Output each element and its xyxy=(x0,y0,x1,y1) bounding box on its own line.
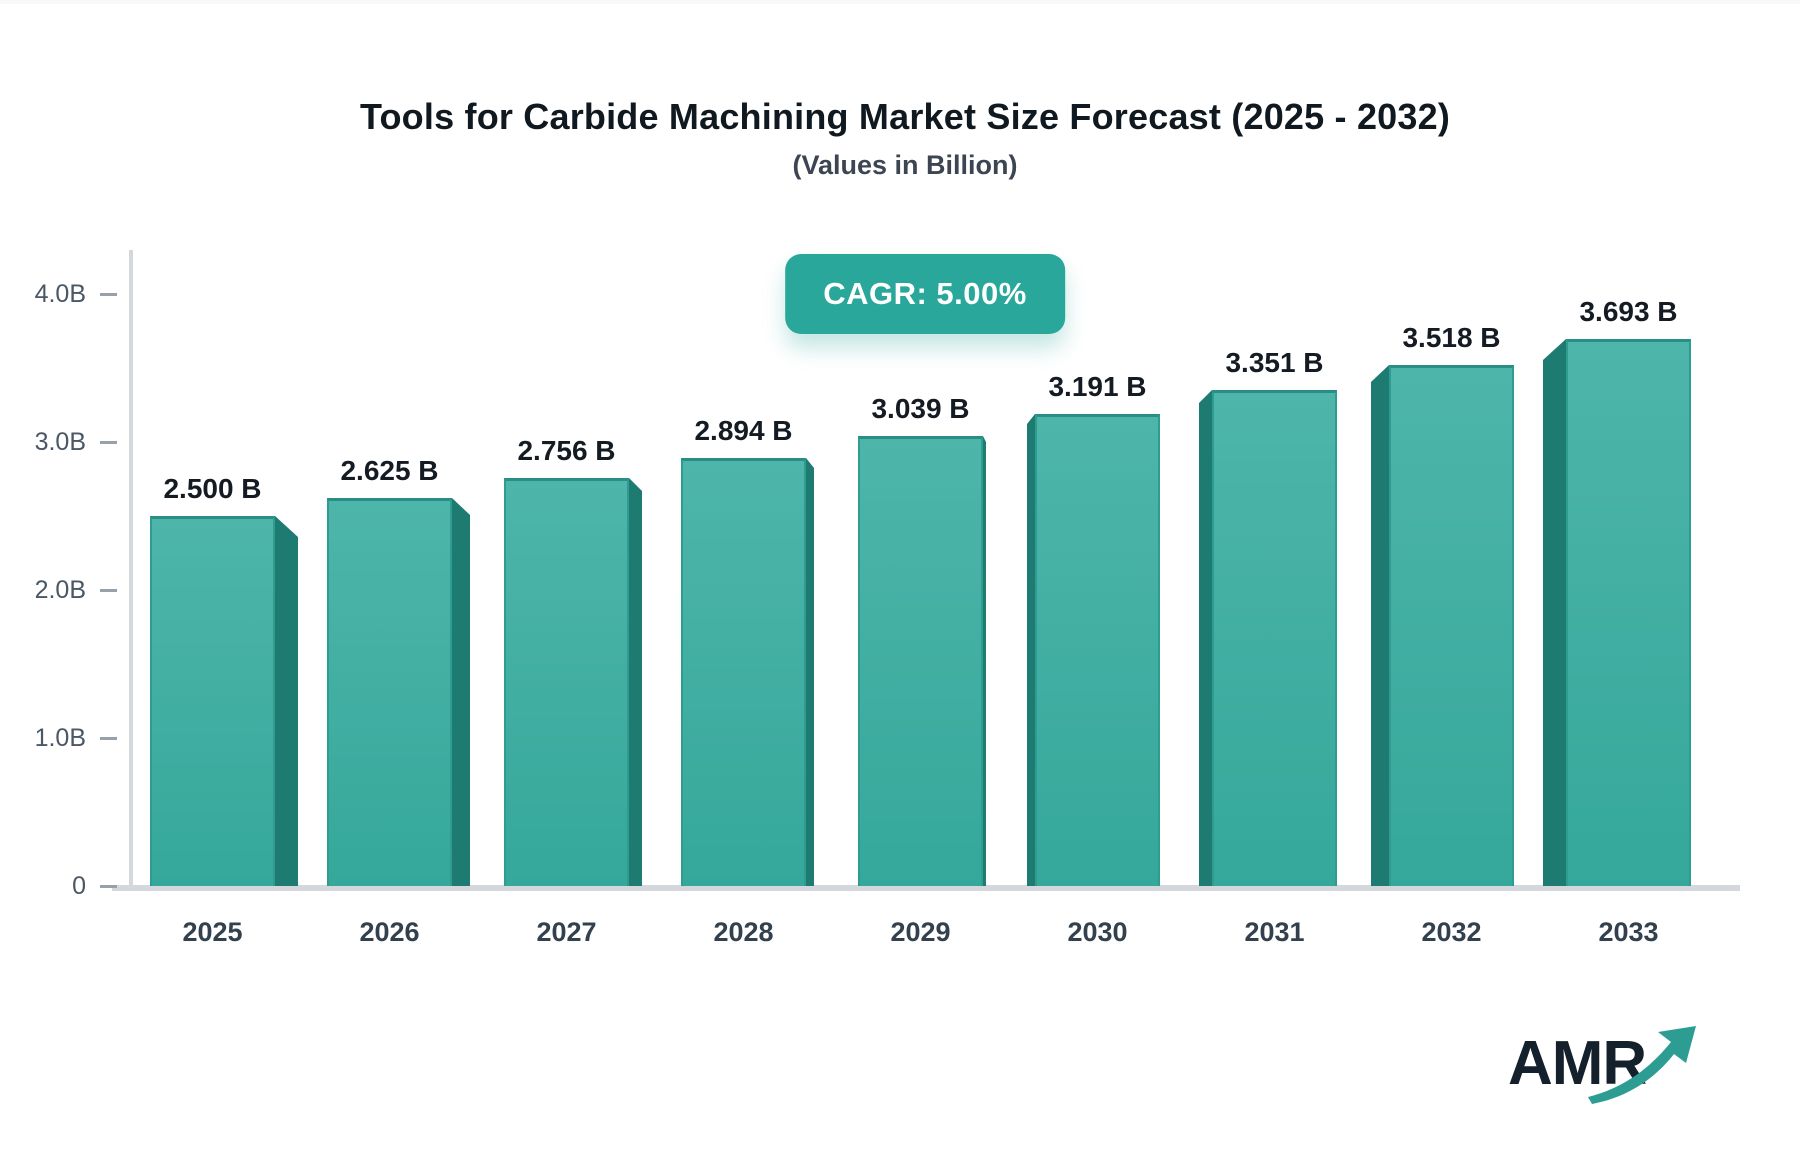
bar-2029 xyxy=(858,436,986,886)
bar-2032 xyxy=(1371,365,1514,886)
bar-value-label-2026: 2.625 B xyxy=(340,455,439,486)
bar-side-2032 xyxy=(1371,365,1389,886)
growth-arrow-icon xyxy=(1588,1026,1696,1104)
y-tick-label-1.0B: 1.0B xyxy=(34,724,86,752)
y-tick-dash xyxy=(100,737,117,740)
y-tick-dash xyxy=(100,589,117,592)
bar-side-2030 xyxy=(1027,414,1035,886)
y-tick-label-2.0B: 2.0B xyxy=(34,576,86,604)
bar-side-2027 xyxy=(629,478,642,886)
bar-side-2025 xyxy=(275,516,298,886)
y-axis-line xyxy=(129,250,133,890)
cagr-badge: CAGR: 5.00% xyxy=(785,254,1065,334)
bar-face-2026 xyxy=(327,498,452,886)
bar-2028 xyxy=(681,458,814,886)
bar-2025 xyxy=(150,516,298,886)
amr-logo: AMR xyxy=(1508,1020,1708,1108)
bar-face-2033 xyxy=(1566,339,1691,886)
bar-side-2033 xyxy=(1543,339,1566,886)
bar-face-2027 xyxy=(504,478,629,886)
bar-value-label-2033: 3.693 B xyxy=(1579,296,1678,327)
bar-side-2029 xyxy=(983,436,986,886)
bar-value-label-2030: 3.191 B xyxy=(1048,371,1147,402)
x-tick-label-2032: 2032 xyxy=(1421,917,1482,947)
bar-face-2025 xyxy=(150,516,275,886)
bar-value-label-2025: 2.500 B xyxy=(163,473,262,504)
y-tick-dash xyxy=(100,293,117,296)
bar-value-label-2032: 3.518 B xyxy=(1402,322,1501,353)
bar-side-2026 xyxy=(452,498,470,886)
bar-side-2031 xyxy=(1199,390,1212,886)
bar-value-label-2031: 3.351 B xyxy=(1225,347,1324,378)
bar-2033 xyxy=(1543,339,1691,886)
y-tick-dash xyxy=(100,885,117,888)
x-tick-label-2033: 2033 xyxy=(1598,917,1659,947)
y-tick-label-0: 0 xyxy=(72,872,86,900)
bar-2030 xyxy=(1027,414,1160,886)
x-tick-label-2025: 2025 xyxy=(182,917,243,947)
top-border-strip xyxy=(0,0,1800,4)
bar-face-2029 xyxy=(858,436,983,886)
chart-subtitle: (Values in Billion) xyxy=(792,150,1018,180)
bar-value-label-2029: 3.039 B xyxy=(871,393,970,424)
bar-side-2028 xyxy=(806,458,814,886)
bar-value-label-2028: 2.894 B xyxy=(694,415,793,446)
x-tick-label-2030: 2030 xyxy=(1067,917,1128,947)
bar-face-2030 xyxy=(1035,414,1160,886)
y-tick-label-4.0B: 4.0B xyxy=(34,280,86,308)
x-tick-label-2029: 2029 xyxy=(890,917,951,947)
chart-title: Tools for Carbide Machining Market Size … xyxy=(359,96,1451,137)
y-tick-label-3.0B: 3.0B xyxy=(34,428,86,456)
bar-2031 xyxy=(1199,390,1337,886)
bar-value-label-2027: 2.756 B xyxy=(517,435,616,466)
bar-2026 xyxy=(327,498,470,886)
bar-face-2031 xyxy=(1212,390,1337,886)
x-tick-label-2026: 2026 xyxy=(359,917,420,947)
bar-face-2032 xyxy=(1389,365,1514,886)
x-tick-label-2028: 2028 xyxy=(713,917,774,947)
bar-2027 xyxy=(504,478,642,886)
bar-face-2028 xyxy=(681,458,806,886)
y-tick-dash xyxy=(100,441,117,444)
x-axis-line xyxy=(112,885,1740,891)
x-tick-label-2031: 2031 xyxy=(1244,917,1305,947)
x-tick-label-2027: 2027 xyxy=(536,917,597,947)
